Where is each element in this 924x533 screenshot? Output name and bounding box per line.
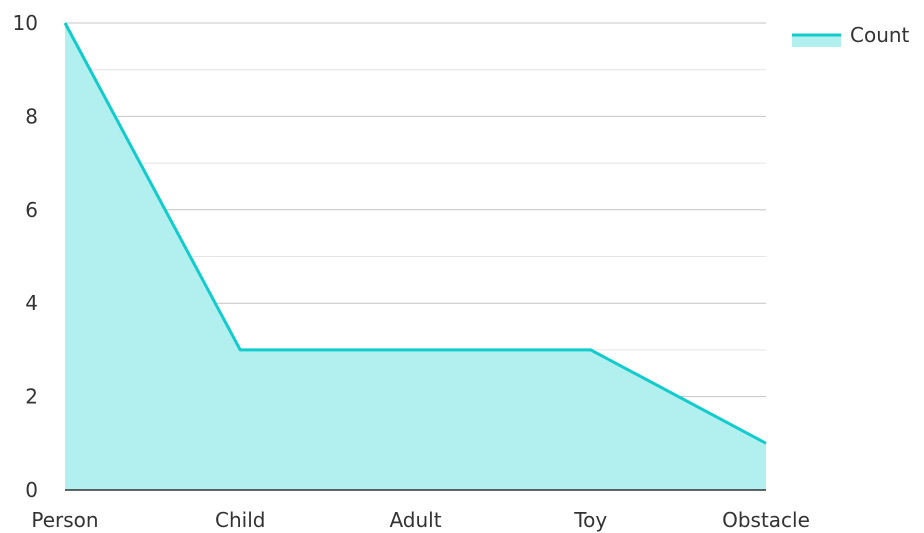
y-axis-tick-labels: 0 2 4 6 8 10 [13,11,38,502]
legend: Count [792,23,910,47]
x-tick-label: Toy [573,508,607,532]
x-tick-label: Adult [389,508,441,532]
legend-swatch-fill [792,35,841,47]
legend-label-count: Count [850,23,910,47]
x-tick-label: Obstacle [722,508,810,532]
y-tick-label: 2 [25,385,38,409]
y-tick-label: 4 [25,291,38,315]
series-count-area [65,23,766,490]
x-axis-tick-labels: Person Child Adult Toy Obstacle [31,508,810,532]
y-tick-label: 8 [25,104,38,128]
y-tick-label: 0 [25,478,38,502]
y-tick-label: 10 [13,11,38,35]
series-count-line [63,22,767,445]
y-tick-label: 6 [25,198,38,222]
x-tick-label: Child [215,508,265,532]
x-tick-label: Person [31,508,98,532]
